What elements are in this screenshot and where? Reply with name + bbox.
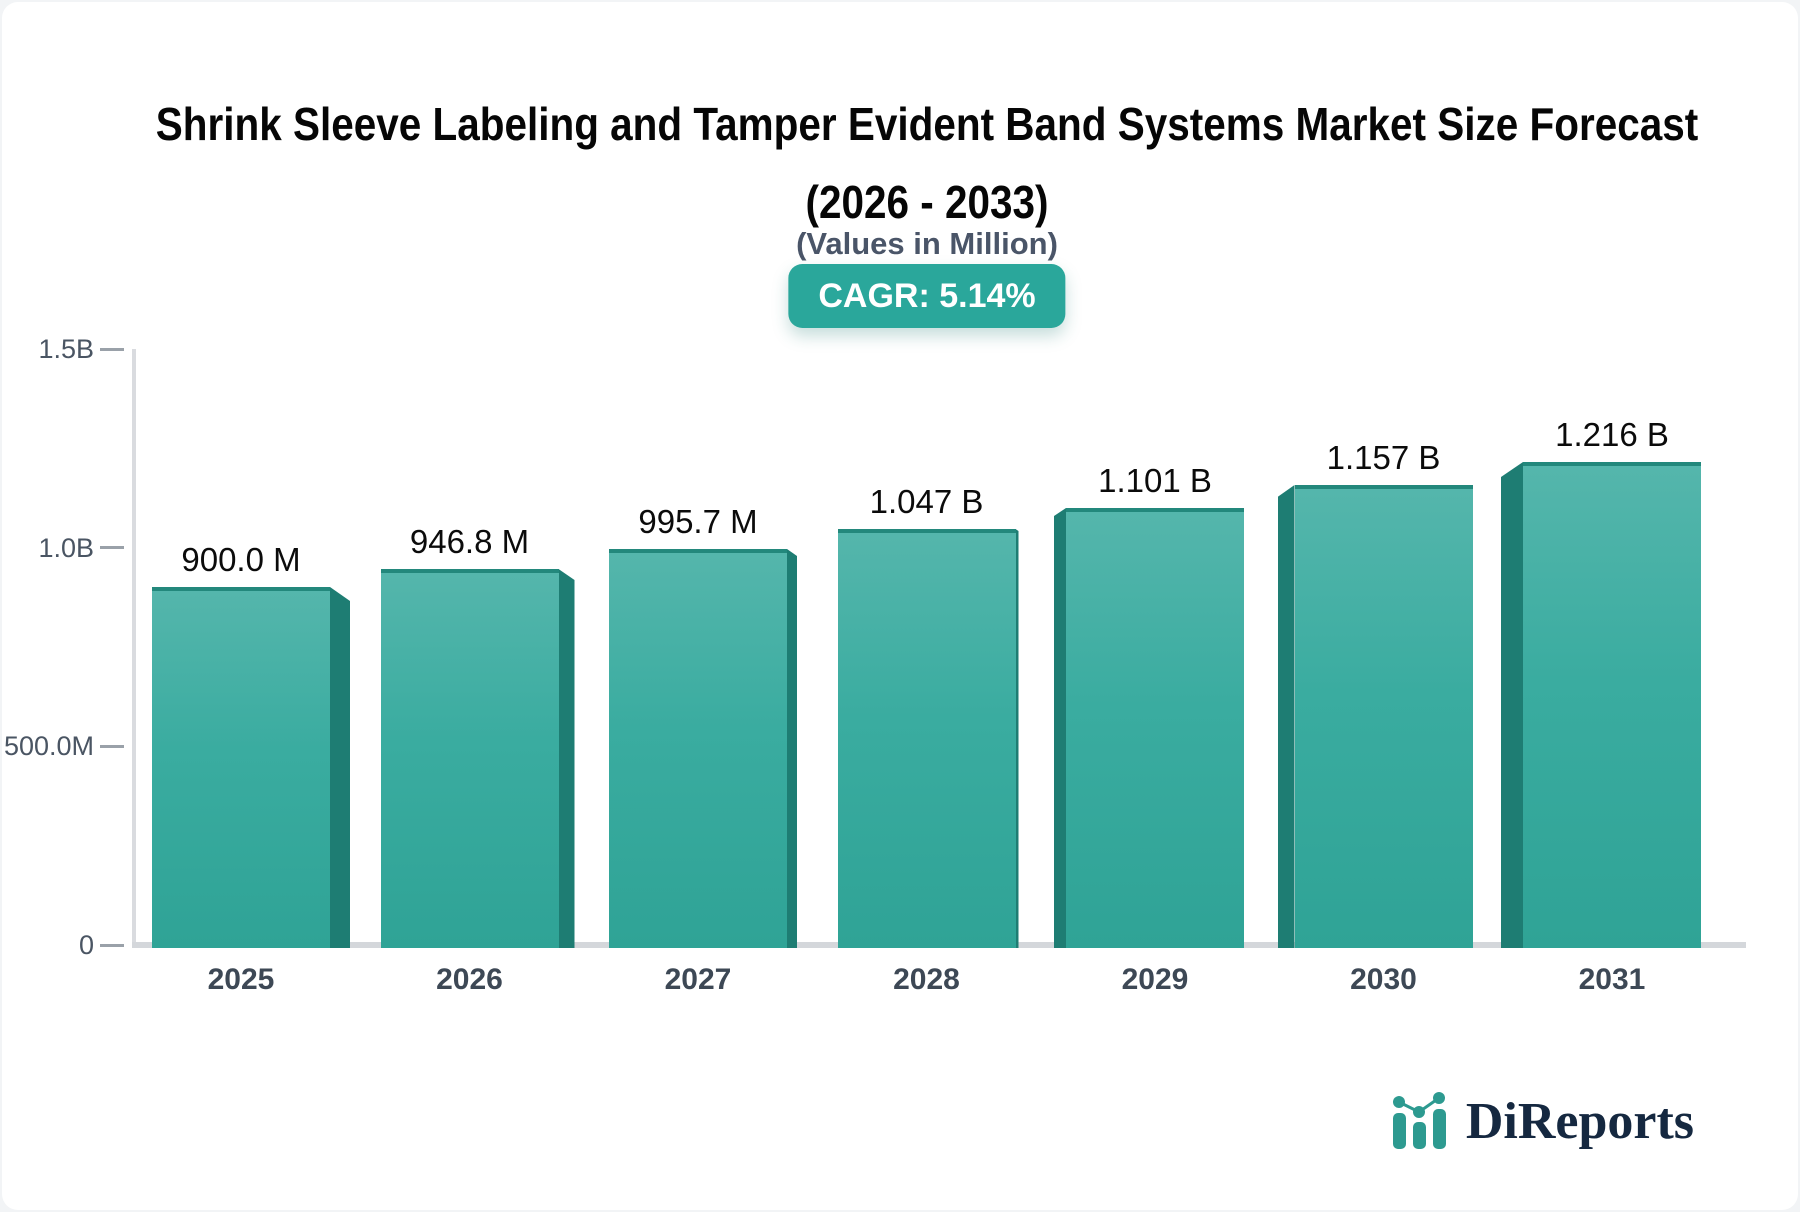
plot-area: 1.5B 1.0B 500.0M 0 900.0 M 2025 946.8 M 2026 995…: [2, 334, 1798, 996]
bar-top-edge: [152, 587, 330, 591]
bar-value-label-2027: 995.7 M: [638, 503, 758, 540]
bar-top-edge: [1523, 462, 1701, 466]
bar-value-label-2030: 1.157 B: [1326, 439, 1441, 476]
page-title-line2: (2026 - 2033): [805, 176, 1049, 228]
bar-2029: [1054, 508, 1244, 948]
x-axis-label-2031: 2031: [1578, 963, 1646, 996]
y-tick-label: 1.5B: [38, 334, 94, 364]
bar-3d-side: [558, 569, 575, 948]
bar-top-edge: [380, 569, 559, 573]
bar-face: [609, 549, 787, 948]
y-tick-mark: [100, 744, 124, 748]
bar-3d-side: [1277, 485, 1295, 948]
x-axis-label-2028: 2028: [893, 963, 960, 996]
bar-2027: [609, 549, 797, 948]
bar-2026: [380, 569, 575, 948]
bar-value-label-2029: 1.101 B: [1098, 462, 1212, 499]
bar-3d-side: [1054, 508, 1066, 948]
bar-face: [380, 569, 559, 948]
bar-3d-side: [1501, 462, 1523, 948]
x-axis-label-2026: 2026: [436, 963, 503, 996]
bar-top-edge: [837, 529, 1016, 533]
direports-logo: DiReports: [1388, 1084, 1694, 1160]
bar-2030: [1277, 485, 1473, 948]
bar-2028: [837, 529, 1019, 948]
x-axis-label-2025: 2025: [207, 963, 275, 996]
bar-face: [837, 529, 1016, 948]
logo-text: DiReports: [1465, 1093, 1694, 1150]
y-axis-line: [132, 349, 136, 948]
y-tick-label: 500.0M: [3, 731, 94, 762]
bar-3d-side: [1015, 529, 1019, 948]
bar-face: [1066, 508, 1244, 948]
y-tick-label: 1.0B: [38, 532, 94, 563]
bar-value-label-2026: 946.8 M: [409, 523, 530, 560]
x-axis-label-2030: 2030: [1350, 963, 1417, 996]
bar-value-label-2025: 900.0 M: [181, 541, 301, 578]
page-title-line1: Shrink Sleeve Labeling and Tamper Eviden…: [155, 98, 1699, 150]
bar-2031: [1501, 462, 1701, 948]
bar-2025: [152, 587, 350, 948]
y-tick-mark: [100, 546, 124, 550]
x-axis-label-2027: 2027: [664, 963, 732, 996]
bar-top-edge: [609, 549, 787, 553]
bar-top-edge: [1066, 508, 1244, 512]
bar-face: [152, 587, 330, 948]
bar-value-label-2031: 1.216 B: [1555, 416, 1669, 453]
bar-face: [1294, 485, 1473, 948]
y-tick-label: 0: [78, 930, 94, 960]
bar-3d-side: [787, 549, 797, 948]
y-tick-mark: [100, 347, 124, 351]
bar-top-edge: [1294, 485, 1473, 489]
chart-subtitle: (Values in Million): [796, 226, 1058, 261]
cagr-badge: CAGR: 5.14%: [788, 264, 1066, 328]
logo-chart-icon: [1392, 1092, 1446, 1149]
bar-value-label-2028: 1.047 B: [869, 483, 984, 520]
bar-3d-side: [330, 587, 350, 948]
y-tick-mark: [100, 943, 124, 947]
bar-face: [1523, 462, 1701, 948]
x-axis-label-2029: 2029: [1121, 963, 1189, 996]
